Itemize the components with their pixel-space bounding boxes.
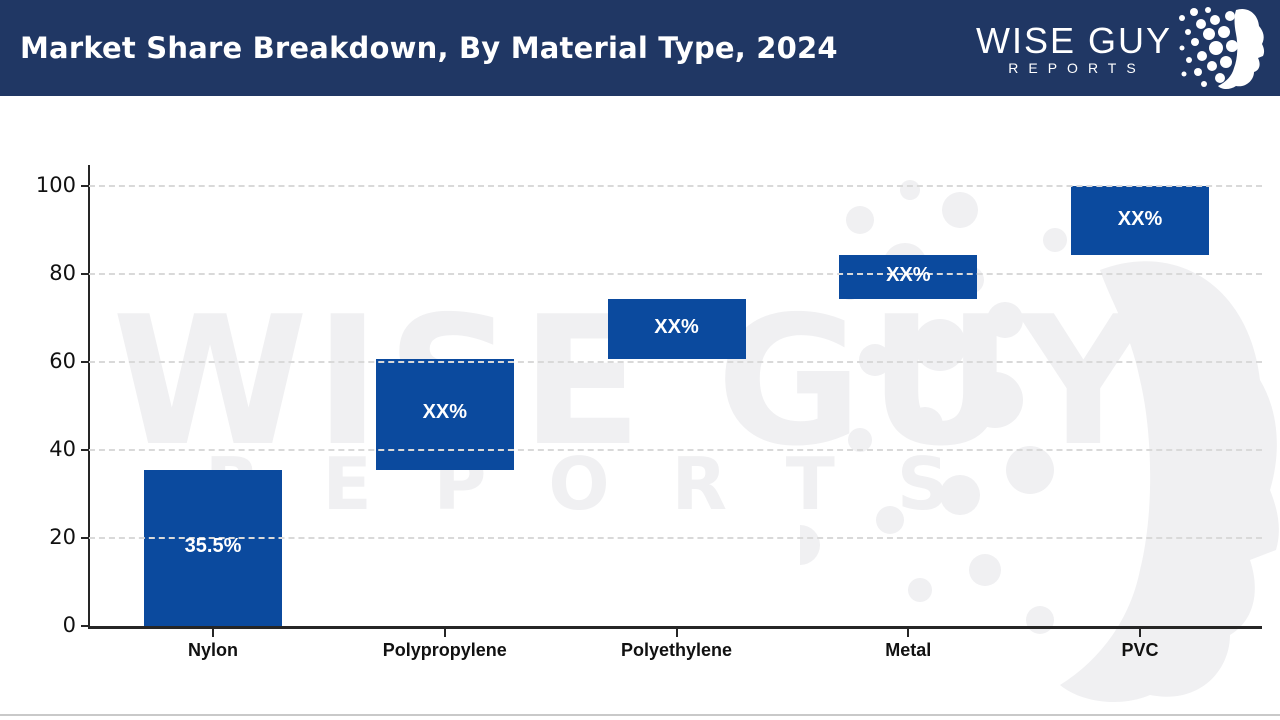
x-tick-mark — [1139, 628, 1141, 637]
y-tick-label: 100 — [35, 173, 76, 197]
y-tick-mark — [81, 537, 88, 539]
y-gridline — [89, 361, 1262, 363]
y-gridline — [89, 449, 1262, 451]
bar-value-label: XX% — [654, 316, 699, 338]
logo-subtitle: REPORTS — [1008, 60, 1146, 76]
x-tick-mark — [907, 628, 910, 637]
x-tick-mark — [675, 628, 678, 637]
logo-text: WISE GUY REPORTS — [976, 20, 1172, 76]
header-bar: Market Share Breakdown, By Material Type… — [0, 0, 1280, 96]
bar-value-label: XX% — [422, 401, 468, 424]
y-gridline — [89, 273, 1262, 275]
bottom-divider — [0, 714, 1280, 716]
waterfall-bar — [607, 299, 746, 359]
y-tick-mark — [81, 449, 88, 451]
watermark-subtitle: REPORTS — [205, 442, 1011, 526]
waterfall-bar — [375, 358, 514, 470]
y-tick-mark — [81, 273, 88, 275]
x-tick-label: Nylon — [187, 640, 238, 660]
waterfall-bar — [839, 255, 978, 300]
x-tick-label: Polyethylene — [620, 640, 733, 660]
y-tick-mark — [81, 361, 88, 363]
waterfall-bar — [144, 469, 282, 626]
x-tick-mark — [443, 628, 446, 637]
bar-value-label: XX% — [886, 264, 931, 287]
bar-value-label: XX% — [1117, 207, 1163, 230]
y-gridline — [89, 537, 1262, 539]
y-tick-mark — [81, 625, 88, 627]
x-axis-line — [88, 626, 1262, 629]
y-tick-mark — [81, 185, 88, 187]
waterfall-bar — [1071, 186, 1209, 256]
y-gridline — [89, 185, 1262, 187]
y-tick-label: 20 — [49, 525, 76, 549]
logo-wordmark: WISE GUY — [975, 20, 1172, 61]
logo-face-icon — [1179, 7, 1265, 90]
y-tick-label: 60 — [49, 349, 76, 373]
x-tick-mark — [212, 628, 214, 637]
x-tick-label: Metal — [885, 640, 932, 660]
wise-guy-reports-logo: WISE GUY REPORTS — [976, 4, 1266, 92]
y-tick-label: 40 — [49, 437, 76, 461]
x-tick-label: PVC — [1121, 640, 1159, 660]
y-tick-label: 0 — [62, 613, 76, 637]
x-tick-label: Polypropylene — [382, 640, 507, 660]
y-tick-label: 80 — [49, 261, 76, 285]
page-title: Market Share Breakdown, By Material Type… — [20, 31, 838, 65]
bar-value-label: 35.5% — [184, 534, 242, 557]
y-axis-line — [88, 165, 90, 628]
